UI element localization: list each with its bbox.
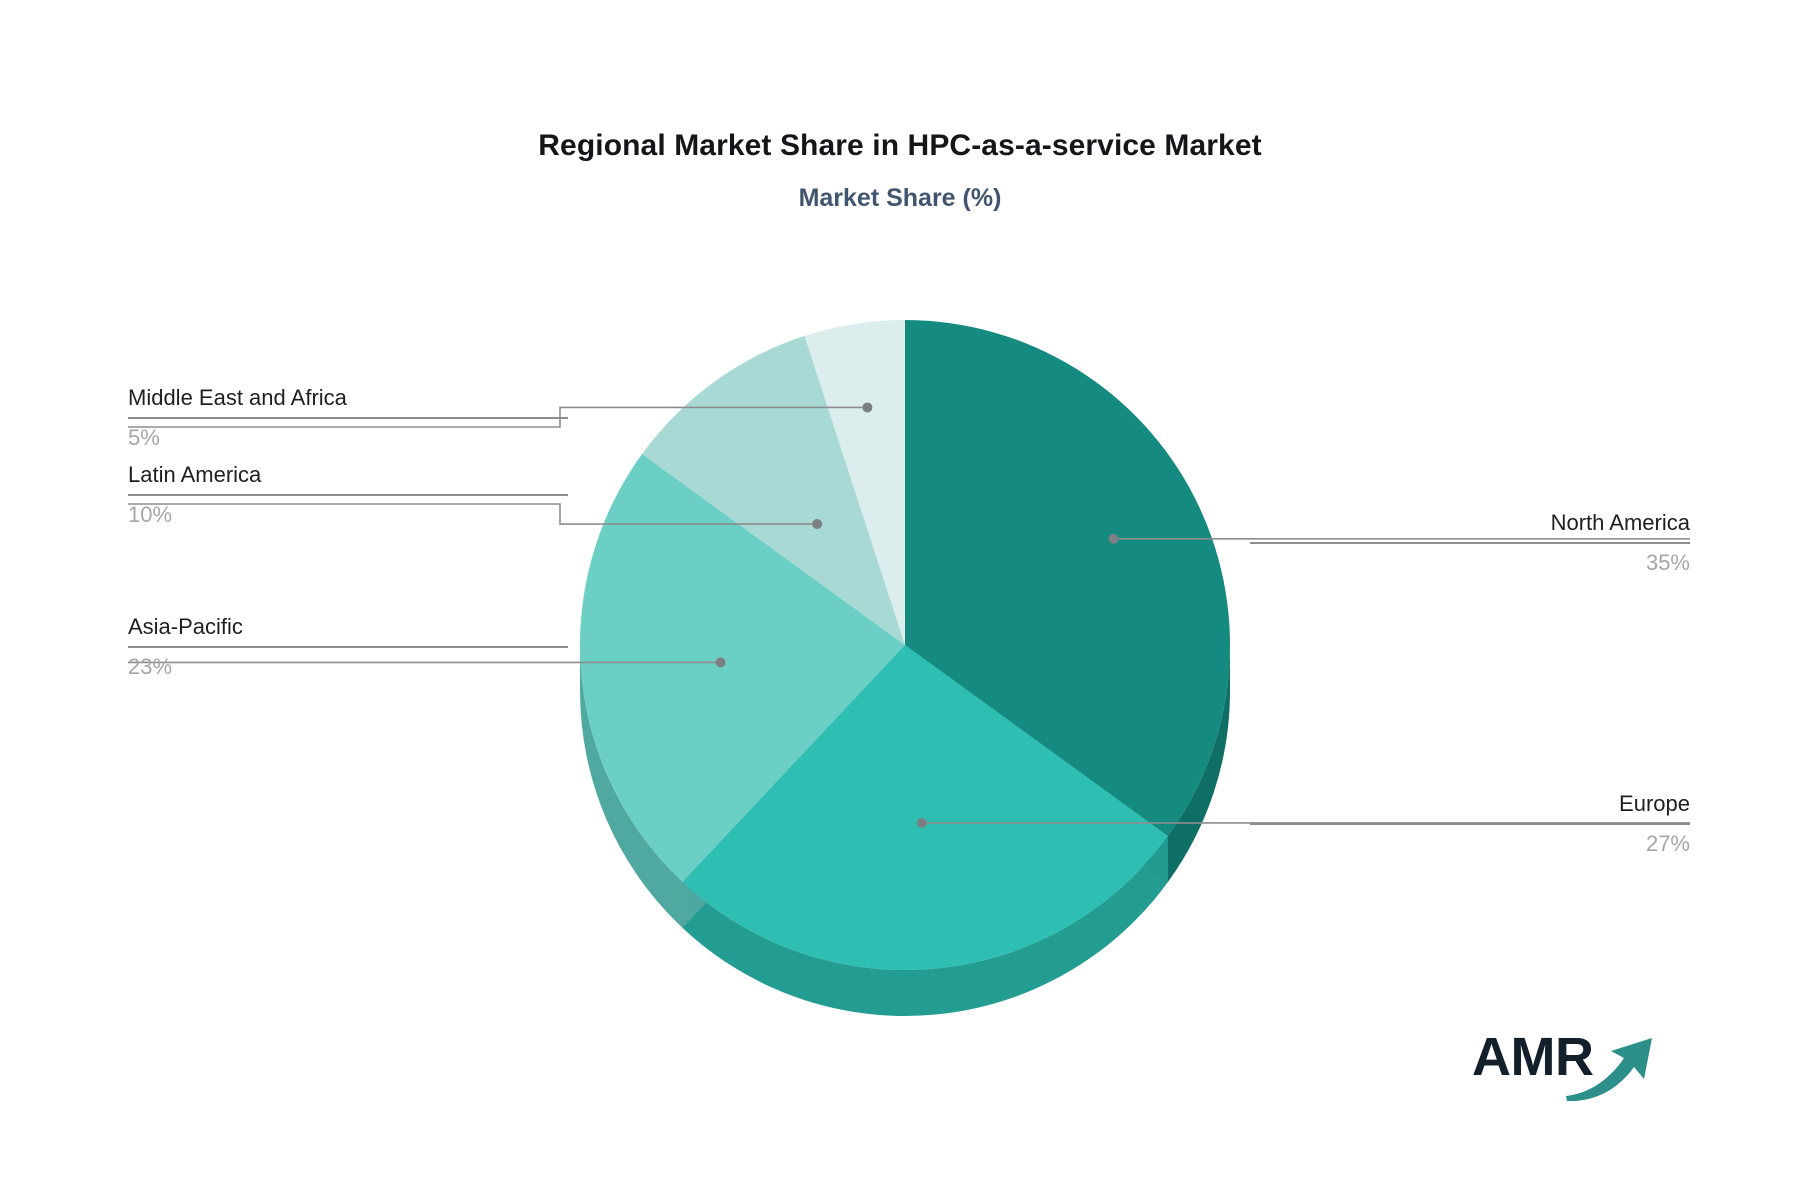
amr-logo-wordmark: AMR	[1472, 1027, 1594, 1087]
leader-dot-europe	[916, 817, 927, 828]
callout-label-eu: Europe	[1619, 791, 1690, 816]
callout-value-eu: 27%	[1645, 830, 1690, 856]
pie-slice-latin-america[interactable]: Latin America 10%	[642, 335, 905, 645]
callout-rule-eu	[1250, 822, 1690, 825]
callout-label-na: North America	[1550, 510, 1690, 535]
callout-europe[interactable]: Europe 27%	[1250, 790, 1690, 857]
callout-middle-east-and-africa[interactable]: Middle East and Africa 5%	[128, 384, 568, 451]
callout-label-mea: Middle East and Africa	[128, 385, 347, 410]
leader-dot-middle-east-and-africa	[862, 402, 873, 413]
chart-subtitle: Market Share (%)	[798, 184, 1002, 212]
callout-value-apac: 23%	[128, 653, 173, 679]
callout-value-latam: 10%	[128, 501, 173, 527]
callout-rule-latam	[128, 493, 568, 496]
leader-dot-north-america	[1108, 533, 1119, 544]
pie-slice-europe[interactable]: Europe 27%	[682, 645, 1168, 971]
callout-north-america[interactable]: North America 35%	[1250, 509, 1690, 576]
pie-slice-side-asia-pacific	[580, 645, 683, 928]
callout-rule-na	[1250, 541, 1690, 544]
pie-slice-middle-east-and-africa[interactable]: Middle East and Africa 5%	[804, 320, 905, 645]
callout-value-mea: 5%	[128, 424, 160, 450]
pie-slice-side-europe	[682, 836, 1168, 1017]
amr-logo: AMR	[1472, 1028, 1652, 1104]
callout-rule-apac	[128, 645, 568, 648]
callout-asia-pacific[interactable]: Asia-Pacific 23%	[128, 613, 568, 680]
trend-up-arrow-icon	[1566, 1038, 1652, 1102]
pie-slice-north-america[interactable]: North America 35%	[905, 320, 1230, 837]
callout-label-apac: Asia-Pacific	[128, 614, 243, 639]
chart-title: Regional Market Share in HPC-as-a-servic…	[538, 129, 1262, 162]
callout-rule-mea	[128, 416, 568, 419]
callout-label-latam: Latin America	[128, 462, 262, 487]
leader-dot-asia-pacific	[715, 657, 726, 668]
callout-latin-america[interactable]: Latin America 10%	[128, 461, 568, 528]
callout-value-na: 35%	[1645, 549, 1690, 575]
leader-dot-latin-america	[812, 519, 823, 530]
pie-slice-asia-pacific[interactable]: Asia-Pacific 23%	[579, 453, 905, 882]
chart-header: Regional Market Share in HPC-as-a-servic…	[0, 128, 1800, 213]
leader-line-latin-america	[128, 503, 818, 525]
